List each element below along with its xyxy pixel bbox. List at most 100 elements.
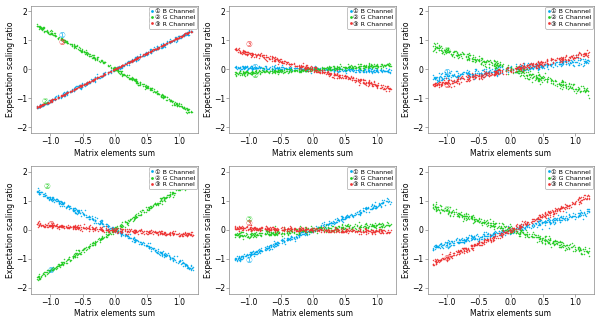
Point (445, 80, 454, 85)
Point (508, 229, 517, 235)
Point (536, 64, 546, 69)
Point (445, 71, 454, 76)
Point (370, 224, 379, 229)
Point (261, 63, 271, 68)
Point (62, 224, 72, 229)
Point (449, 50, 458, 55)
Point (99, 235, 109, 240)
Point (470, 75, 480, 81)
Point (72, 225, 82, 230)
Point (260, 227, 270, 232)
Point (574, 86, 584, 91)
Point (436, 44, 445, 49)
Point (133, 80, 142, 85)
Point (485, 223, 494, 228)
Point (137, 231, 146, 236)
Point (443, 49, 452, 54)
Point (259, 69, 268, 74)
Point (144, 243, 154, 249)
Point (489, 234, 499, 239)
Point (467, 236, 476, 241)
Point (494, 231, 503, 236)
Point (57, 36, 67, 41)
Point (368, 223, 377, 228)
Point (323, 221, 332, 226)
Point (265, 68, 275, 73)
Point (461, 239, 470, 244)
Point (469, 216, 479, 222)
Point (428, 261, 437, 266)
Point (377, 200, 386, 205)
Point (518, 63, 527, 68)
Point (464, 58, 474, 63)
Point (302, 66, 311, 71)
Point (543, 218, 553, 223)
Point (480, 70, 490, 75)
Point (160, 251, 170, 256)
Point (541, 219, 551, 225)
Point (552, 208, 562, 213)
Point (272, 230, 281, 235)
Point (484, 58, 493, 64)
Point (43, 100, 52, 106)
Point (61, 91, 70, 96)
Point (542, 57, 551, 62)
Point (583, 197, 592, 202)
Point (268, 241, 278, 247)
Point (57, 94, 67, 99)
Point (467, 56, 477, 62)
Point (511, 226, 521, 232)
Point (447, 253, 457, 258)
Point (376, 65, 386, 71)
Point (541, 220, 550, 225)
Point (530, 220, 540, 226)
Point (382, 230, 392, 236)
Point (143, 204, 152, 210)
Point (68, 254, 78, 259)
Point (485, 216, 494, 222)
Point (68, 255, 78, 260)
Point (177, 33, 187, 38)
Point (546, 57, 556, 62)
Point (53, 262, 62, 267)
Point (264, 70, 274, 75)
Point (374, 64, 383, 69)
Point (116, 225, 125, 230)
Point (279, 239, 289, 245)
Point (165, 233, 175, 238)
Point (41, 100, 51, 106)
Point (124, 76, 134, 82)
Point (267, 56, 277, 62)
Point (355, 225, 365, 230)
Point (49, 197, 58, 202)
Point (316, 224, 325, 229)
Point (351, 211, 361, 216)
Point (152, 249, 162, 254)
Point (491, 72, 500, 77)
Point (269, 58, 278, 63)
Point (124, 217, 133, 223)
Point (376, 83, 385, 88)
Point (496, 62, 505, 67)
Point (310, 66, 320, 72)
Point (125, 60, 135, 65)
Point (463, 67, 472, 72)
Point (557, 77, 566, 83)
Point (155, 230, 164, 235)
Point (268, 55, 277, 60)
Point (257, 234, 266, 239)
Point (479, 219, 489, 224)
Point (109, 226, 118, 231)
Point (68, 253, 78, 259)
Point (91, 220, 100, 225)
Point (529, 222, 539, 227)
Point (165, 231, 175, 236)
Point (69, 207, 79, 213)
Point (57, 36, 67, 41)
Point (542, 57, 552, 63)
Point (313, 226, 322, 231)
Point (174, 35, 184, 40)
Point (441, 81, 451, 86)
Point (175, 35, 184, 40)
Point (490, 233, 500, 238)
